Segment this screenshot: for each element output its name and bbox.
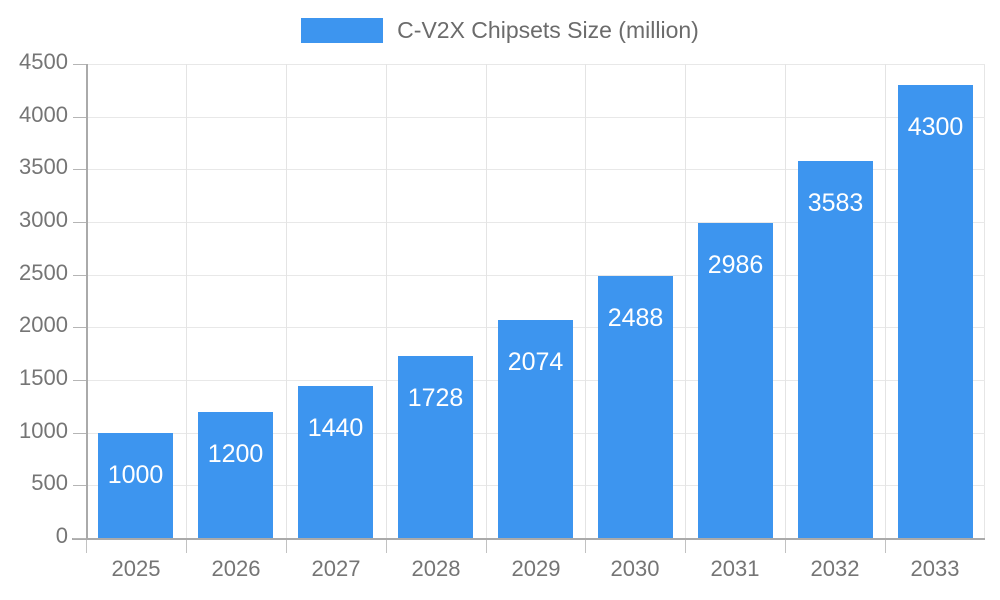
chart-legend: C-V2X Chipsets Size (million) bbox=[0, 14, 1000, 46]
x-axis-tick-label: 2031 bbox=[710, 556, 760, 581]
gridline-vertical bbox=[186, 64, 187, 538]
x-axis-tick-mark bbox=[386, 540, 387, 553]
gridline-horizontal bbox=[86, 222, 985, 223]
y-axis-tick-mark bbox=[73, 380, 86, 381]
x-axis-tick-label: 2033 bbox=[910, 556, 960, 581]
gridline-horizontal bbox=[86, 275, 985, 276]
y-axis-tick-label: 4500 bbox=[19, 49, 68, 74]
bar[interactable] bbox=[198, 412, 273, 538]
gridline-vertical bbox=[785, 64, 786, 538]
gridline-vertical bbox=[885, 64, 886, 538]
bar[interactable] bbox=[98, 433, 173, 538]
x-axis-tick-label: 2028 bbox=[411, 556, 461, 581]
legend-label: C-V2X Chipsets Size (million) bbox=[397, 16, 699, 43]
y-axis-tick-label: 4000 bbox=[19, 102, 68, 127]
y-axis-tick-mark bbox=[73, 538, 86, 539]
y-axis-tick-mark bbox=[73, 485, 86, 486]
x-axis-line bbox=[72, 538, 985, 540]
x-axis-tick-label: 2027 bbox=[311, 556, 361, 581]
y-axis-tick-label: 3000 bbox=[19, 207, 68, 232]
bar[interactable] bbox=[298, 386, 373, 538]
bar[interactable] bbox=[398, 356, 473, 538]
x-axis-tick-label: 2030 bbox=[610, 556, 660, 581]
y-axis-line bbox=[86, 64, 88, 538]
plot-area: 1000 1200 1440 1728 2074 2488 2986 3583 4300 bbox=[86, 64, 985, 539]
bar[interactable] bbox=[798, 161, 873, 538]
x-axis-tick-mark bbox=[186, 540, 187, 553]
gridline-vertical bbox=[585, 64, 586, 538]
gridline-horizontal bbox=[86, 64, 985, 65]
bar[interactable] bbox=[498, 320, 573, 538]
gridline-horizontal bbox=[86, 169, 985, 170]
gridline-vertical bbox=[685, 64, 686, 538]
x-axis-tick-mark bbox=[486, 540, 487, 553]
x-axis-tick-mark bbox=[885, 540, 886, 553]
bar[interactable] bbox=[698, 223, 773, 538]
x-axis-tick-mark bbox=[785, 540, 786, 553]
x-axis-tick-mark bbox=[286, 540, 287, 553]
x-axis-tick-label: 2029 bbox=[511, 556, 561, 581]
y-axis-tick-label: 0 bbox=[55, 523, 68, 548]
gridline-horizontal bbox=[86, 117, 985, 118]
y-axis-tick-label: 2000 bbox=[19, 312, 68, 337]
y-axis-tick-mark bbox=[73, 275, 86, 276]
y-axis-tick-label: 500 bbox=[31, 470, 68, 495]
x-axis-tick-label: 2032 bbox=[810, 556, 860, 581]
plot-right-border bbox=[984, 64, 985, 538]
gridline-vertical bbox=[286, 64, 287, 538]
gridline-vertical bbox=[486, 64, 487, 538]
y-axis-tick-label: 3500 bbox=[19, 154, 68, 179]
y-axis-tick-mark bbox=[73, 169, 86, 170]
y-axis-tick-label: 1000 bbox=[19, 418, 68, 443]
x-axis-tick-mark bbox=[86, 540, 87, 553]
legend-item-c-v2x-chipsets-size[interactable]: C-V2X Chipsets Size (million) bbox=[301, 16, 699, 43]
legend-color-swatch-icon bbox=[301, 17, 384, 43]
y-axis-tick-mark bbox=[73, 327, 86, 328]
bar[interactable] bbox=[898, 85, 973, 538]
gridline-vertical bbox=[386, 64, 387, 538]
x-axis-tick-mark bbox=[585, 540, 586, 553]
y-axis-tick-label: 1500 bbox=[19, 365, 68, 390]
y-axis-tick-mark bbox=[73, 64, 86, 65]
x-axis-tick-mark bbox=[685, 540, 686, 553]
x-axis-tick-label: 2025 bbox=[111, 556, 161, 581]
y-axis-tick-label: 2500 bbox=[19, 260, 68, 285]
bar[interactable] bbox=[598, 276, 673, 538]
y-axis-tick-mark bbox=[73, 117, 86, 118]
x-axis-tick-label: 2026 bbox=[211, 556, 261, 581]
y-axis-tick-mark bbox=[73, 222, 86, 223]
y-axis-tick-mark bbox=[73, 433, 86, 434]
